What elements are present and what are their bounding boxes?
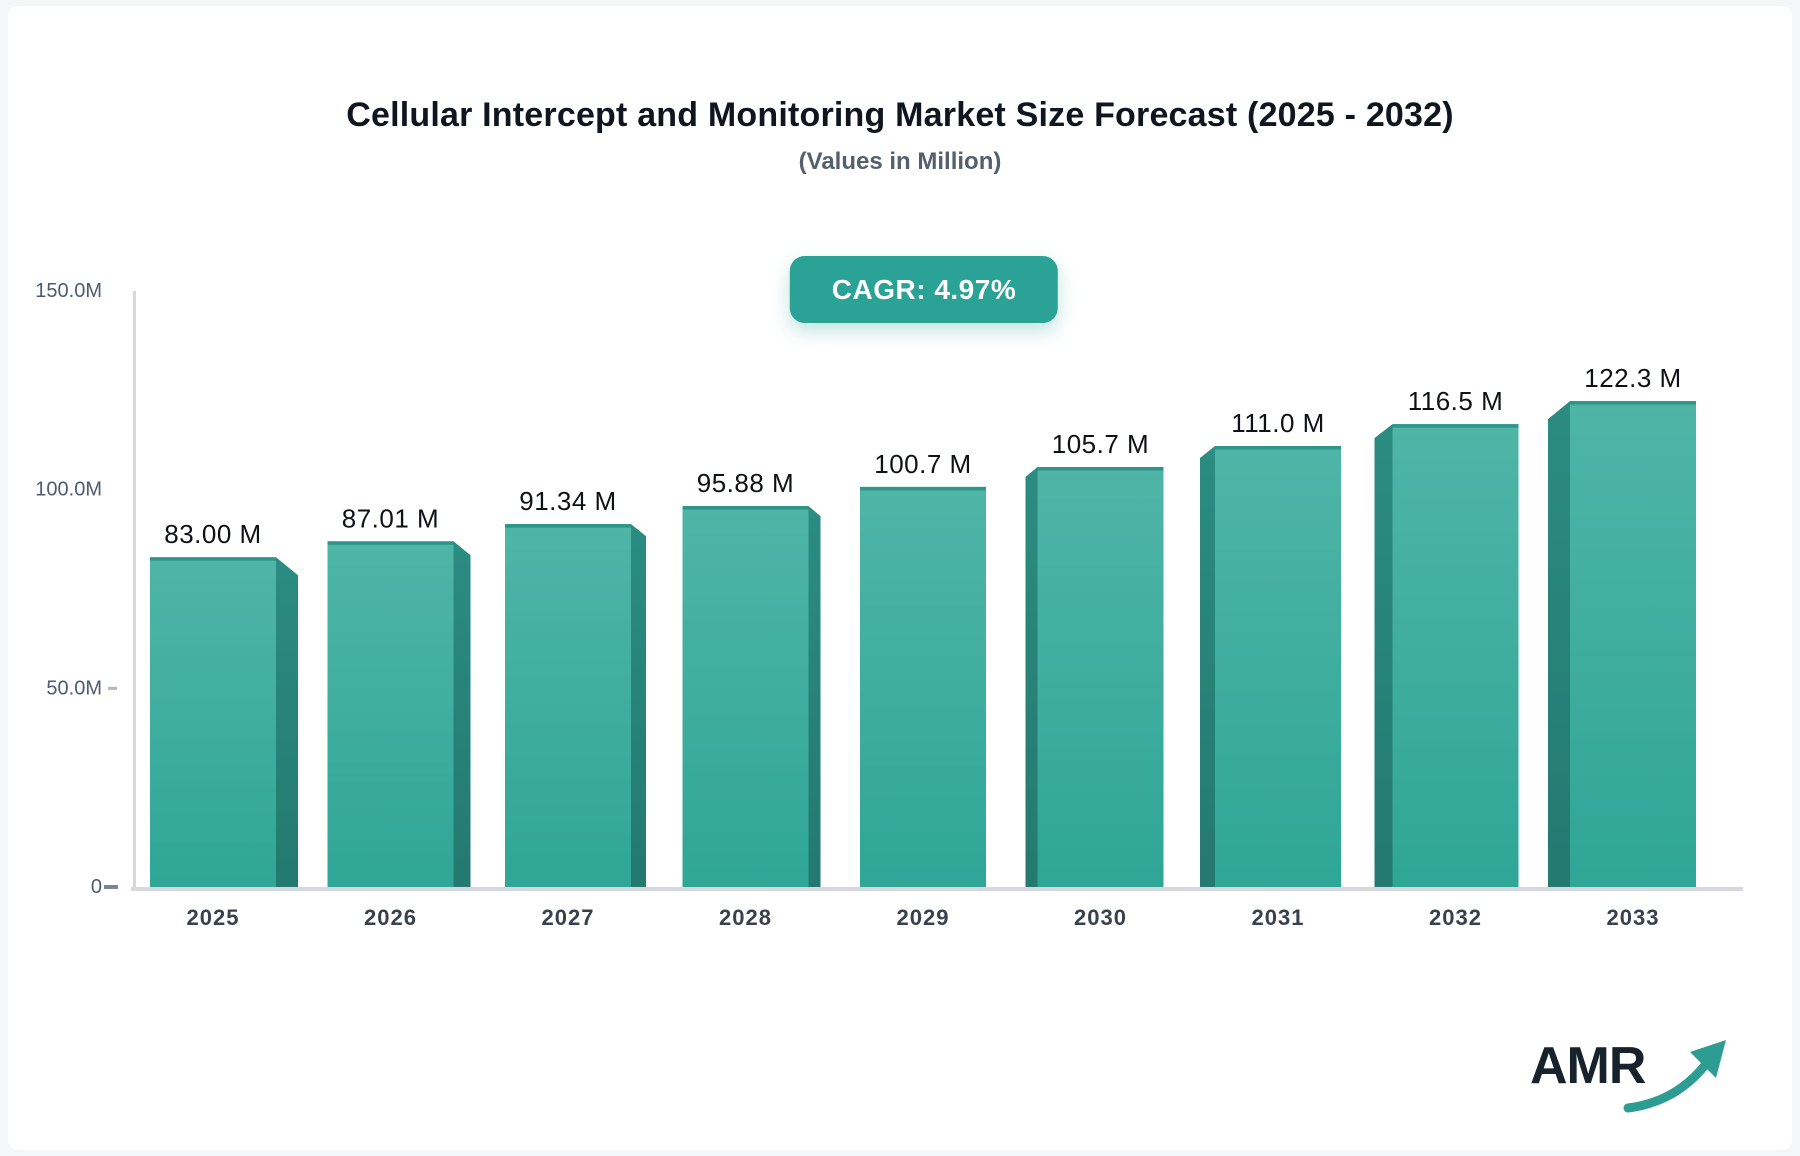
bar-2029 (860, 486, 986, 887)
x-tick-label: 2030 (1074, 905, 1127, 930)
growth-arrow-icon (1623, 1040, 1726, 1113)
x-axis-line (131, 887, 1743, 891)
x-tick-label: 2025 (187, 905, 240, 930)
bar-2025 (150, 557, 276, 887)
x-tick-label: 2029 (897, 905, 950, 930)
bar-2033 (1570, 401, 1696, 887)
bar-value-label: 95.88 M (697, 468, 794, 498)
amr-logo-text: AMR (1530, 1037, 1646, 1095)
bar-top-edge (1570, 401, 1696, 405)
chart-subtitle: (Values in Million) (798, 148, 1002, 175)
bar-side-face (453, 541, 471, 887)
cagr-badge: CAGR: 4.97% (789, 256, 1059, 323)
bar-value-label: 87.01 M (342, 503, 439, 533)
bar-top-edge (1215, 445, 1341, 450)
x-tick-label: 2026 (364, 905, 417, 930)
x-tick-label: 2027 (542, 905, 595, 930)
bar-top-edge (860, 486, 986, 491)
y-tick-mark (108, 686, 117, 690)
bar-2031 (1215, 445, 1341, 887)
bar-side-face (1374, 424, 1393, 887)
bar-side-face (1548, 401, 1570, 887)
bar-2030 (1037, 467, 1164, 887)
bar-top-edge (150, 557, 276, 561)
bar-top-edge (327, 541, 454, 545)
bar-top-edge (682, 506, 809, 510)
x-tick-label: 2031 (1252, 905, 1305, 930)
y-tick-label: 100.0M (35, 479, 102, 501)
amr-logo: AMR (1530, 1036, 1726, 1116)
y-tick-label: 150.0M (35, 280, 102, 302)
bar-2032 (1392, 424, 1519, 887)
y-tick-label: 0 (91, 876, 102, 898)
bar-value-label: 91.34 M (519, 486, 616, 516)
y-tick-mark (104, 885, 118, 889)
bar-value-label: 83.00 M (164, 519, 261, 549)
bar-value-label: 122.3 M (1584, 363, 1681, 393)
bar-2026 (327, 541, 454, 887)
bar-side-face (808, 506, 821, 887)
x-tick-label: 2033 (1607, 905, 1660, 930)
x-tick-label: 2032 (1429, 905, 1482, 930)
bar-side-face (1200, 445, 1215, 887)
bar-side-face (276, 557, 298, 887)
x-tick-label: 2028 (719, 905, 772, 930)
bar-side-face (1025, 467, 1038, 887)
bar-value-label: 100.7 M (874, 449, 971, 479)
bar-top-edge (1037, 467, 1164, 471)
chart-title: Cellular Intercept and Monitoring Market… (346, 96, 1454, 134)
bar-value-label: 111.0 M (1231, 408, 1325, 438)
bar-side-face (631, 524, 646, 887)
bar-top-edge (505, 524, 631, 528)
bar-value-label: 105.7 M (1052, 429, 1149, 459)
bar-top-edge (1392, 424, 1519, 428)
bar-2027 (505, 524, 631, 887)
bar-value-label: 116.5 M (1408, 386, 1504, 416)
bar-2028 (682, 506, 809, 887)
y-axis-line (133, 291, 136, 887)
y-tick-label: 50.0M (46, 677, 102, 699)
